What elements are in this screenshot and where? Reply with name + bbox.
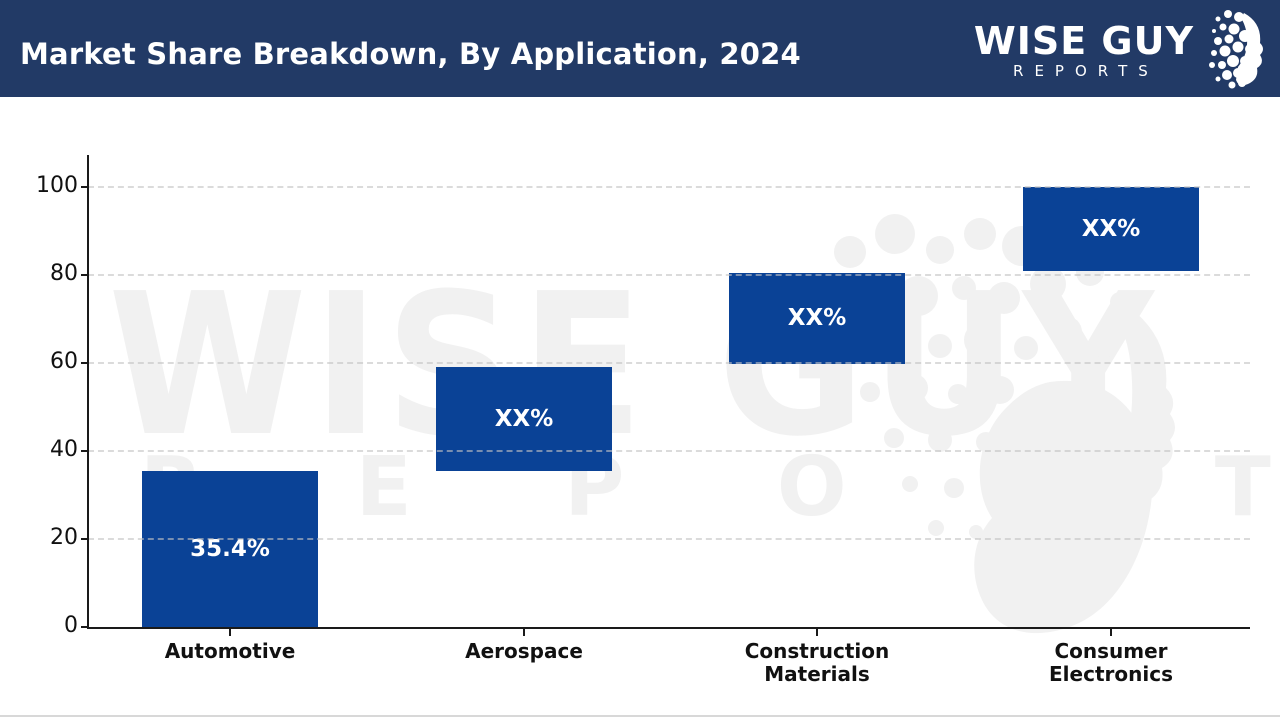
x-axis-category-label: Consumer Electronics xyxy=(1049,639,1173,686)
bar-value-label: XX% xyxy=(1081,216,1141,243)
x-axis-category-label: Aerospace xyxy=(465,639,583,663)
bar-value-label: 35.4% xyxy=(190,536,270,563)
y-gridline xyxy=(88,450,1250,452)
page-title: Market Share Breakdown, By Application, … xyxy=(20,36,801,71)
wise-guy-logo: WISE GUY REPORTS xyxy=(974,3,1264,95)
y-gridline xyxy=(88,362,1250,364)
footer-divider xyxy=(0,715,1280,717)
bar-consumer-electronics: XX% xyxy=(1023,187,1199,272)
y-axis-tickmark xyxy=(81,274,88,276)
y-axis-tick-label: 0 xyxy=(64,613,78,638)
bar-value-label: XX% xyxy=(494,406,554,433)
x-axis-tickmark xyxy=(816,629,818,636)
y-gridline xyxy=(88,538,1250,540)
logo-wordmark-line1: WISE GUY xyxy=(973,19,1194,63)
bar-value-label: XX% xyxy=(787,305,847,332)
y-axis-tickmark xyxy=(81,538,88,540)
logo-wordmark: WISE GUY REPORTS xyxy=(974,22,1194,79)
logo-head-icon xyxy=(1209,9,1263,88)
x-axis-tickmark xyxy=(523,629,525,636)
y-axis-tick-label: 80 xyxy=(50,261,78,286)
y-gridline xyxy=(88,186,1250,188)
y-axis-tickmark xyxy=(81,626,88,628)
x-axis-line xyxy=(87,627,1250,629)
y-axis-tickmark xyxy=(81,450,88,452)
header-bar: Market Share Breakdown, By Application, … xyxy=(0,0,1280,97)
y-axis-tickmark xyxy=(81,362,88,364)
x-axis-tickmark xyxy=(229,629,231,636)
x-axis-category-label: Construction Materials xyxy=(744,639,890,686)
y-axis-tick-label: 40 xyxy=(50,437,78,462)
y-gridline xyxy=(88,274,1250,276)
bar-aerospace: XX% xyxy=(436,366,612,472)
x-axis-tickmark xyxy=(1110,629,1112,636)
y-axis-tick-label: 100 xyxy=(36,173,78,198)
bar-automotive: 35.4% xyxy=(142,471,318,627)
y-axis-tickmark xyxy=(81,186,88,188)
y-axis-tick-label: 60 xyxy=(50,349,78,374)
bar-construction-materials: XX% xyxy=(729,272,905,364)
y-axis-tick-label: 20 xyxy=(50,525,78,550)
y-axis-line xyxy=(87,155,89,629)
x-axis-category-label: Automotive xyxy=(164,639,296,663)
logo-wordmark-line2: REPORTS xyxy=(1013,62,1159,80)
